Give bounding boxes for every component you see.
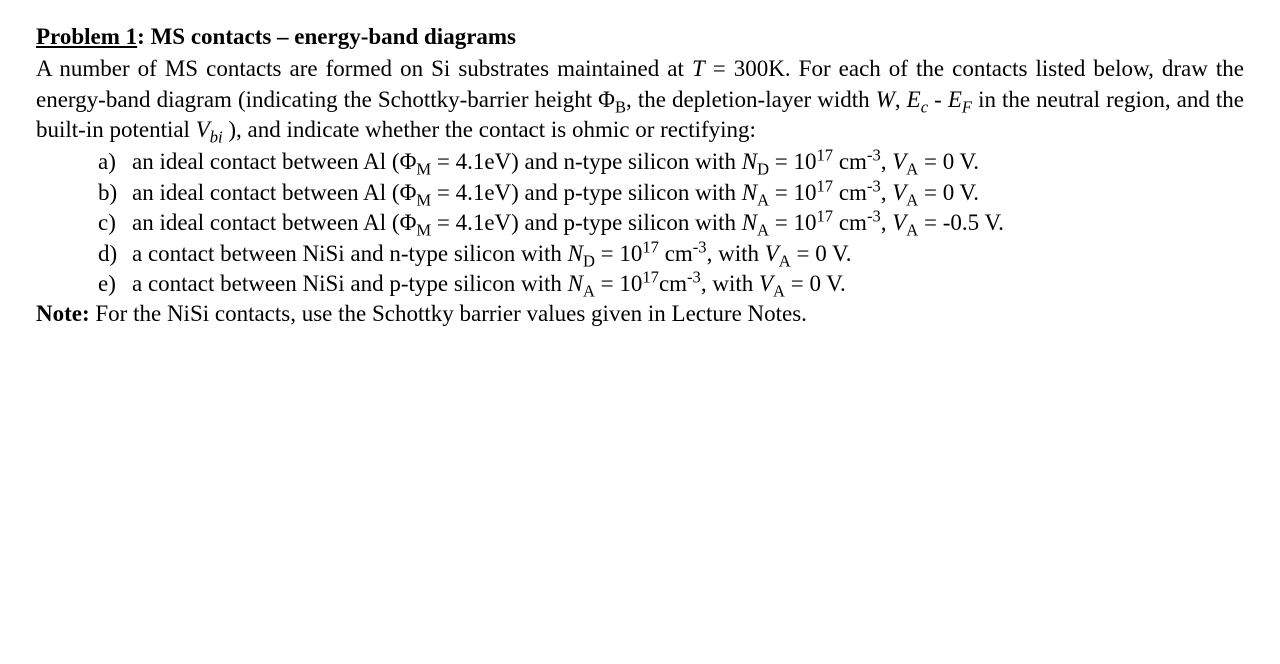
note-line: Note: For the NiSi contacts, use the Sch…: [36, 299, 1244, 329]
item-marker: b): [98, 178, 117, 208]
list-item: b) an ideal contact between Al (ΦM = 4.1…: [98, 178, 1244, 208]
item-marker: d): [98, 239, 117, 269]
item-text: a contact between NiSi and n-type silico…: [132, 241, 851, 266]
intro-paragraph: A number of MS contacts are formed on Si…: [36, 54, 1244, 145]
page-content: Problem 1: MS contacts – energy-band dia…: [0, 0, 1280, 330]
note-label: Note:: [36, 301, 90, 326]
item-text: an ideal contact between Al (ΦM = 4.1eV)…: [132, 149, 979, 174]
item-text: an ideal contact between Al (ΦM = 4.1eV)…: [132, 180, 979, 205]
list-item: e) a contact between NiSi and p-type sil…: [98, 269, 1244, 299]
problem-title: Problem 1: MS contacts – energy-band dia…: [36, 22, 1244, 52]
list-item: d) a contact between NiSi and n-type sil…: [98, 239, 1244, 269]
problem-label: Problem 1: [36, 24, 137, 49]
item-marker: c): [98, 208, 116, 238]
item-text: a contact between NiSi and p-type silico…: [132, 271, 846, 296]
title-rest: MS contacts – energy-band diagrams: [151, 24, 516, 49]
item-marker: e): [98, 269, 116, 299]
note-text: For the NiSi contacts, use the Schottky …: [90, 301, 807, 326]
item-list: a) an ideal contact between Al (ΦM = 4.1…: [36, 147, 1244, 299]
item-text: an ideal contact between Al (ΦM = 4.1eV)…: [132, 210, 1004, 235]
list-item: a) an ideal contact between Al (ΦM = 4.1…: [98, 147, 1244, 177]
list-item: c) an ideal contact between Al (ΦM = 4.1…: [98, 208, 1244, 238]
item-marker: a): [98, 147, 116, 177]
title-separator: :: [137, 24, 150, 49]
